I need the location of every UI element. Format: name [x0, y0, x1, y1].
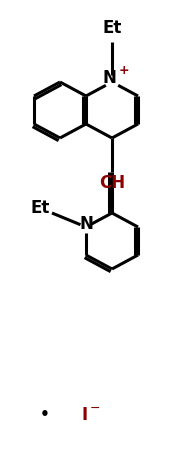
Text: −: −: [90, 401, 100, 414]
Text: Et: Et: [30, 199, 50, 217]
Text: CH: CH: [99, 174, 125, 192]
Text: I: I: [82, 406, 88, 424]
Text: N: N: [79, 215, 93, 233]
Text: +: +: [119, 64, 129, 77]
Text: Et: Et: [102, 19, 122, 37]
Text: N: N: [102, 69, 116, 87]
Text: •: •: [40, 407, 50, 423]
